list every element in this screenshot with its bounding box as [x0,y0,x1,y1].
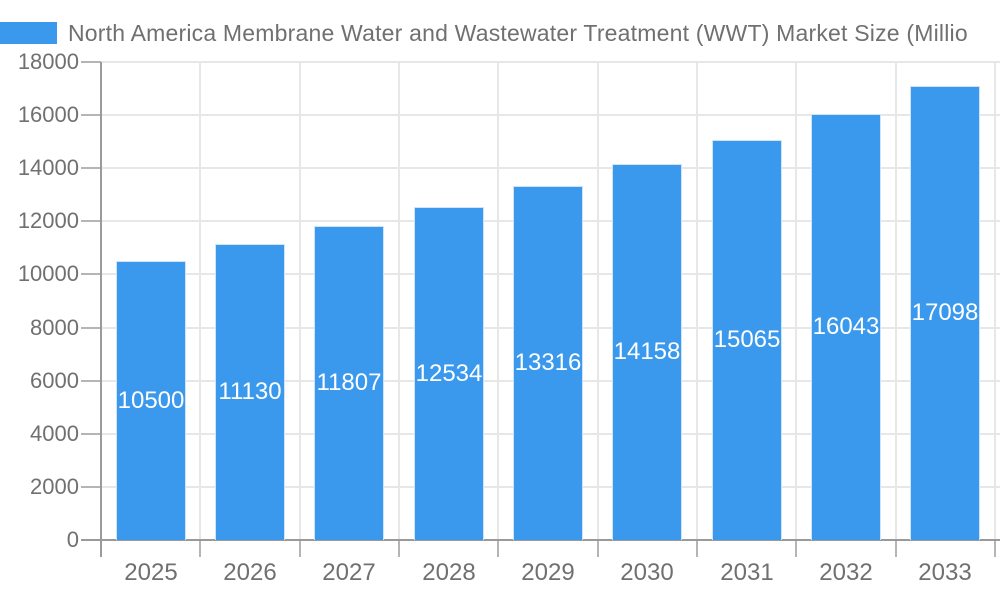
bar[interactable] [215,244,285,540]
bar-value-label: 15065 [713,326,781,353]
y-tick [81,167,101,169]
x-tick [299,540,301,557]
y-axis-tick-label: 2000 [30,474,79,499]
bar[interactable] [414,207,484,540]
bar[interactable] [314,226,384,540]
legend-swatch[interactable] [0,22,57,44]
x-gridline [795,62,797,540]
x-axis-tick-label: 2026 [223,559,277,586]
x-tick [199,540,201,557]
x-axis-tick-label: 2033 [918,559,972,586]
x-axis-tick-label: 2025 [124,559,178,586]
bar-value-label: 16043 [812,313,880,340]
x-gridline [497,62,499,540]
y-axis-tick-label: 18000 [17,49,79,74]
y-tick [81,220,101,222]
y-axis-tick-label: 8000 [30,315,79,340]
bar-value-label: 11130 [218,378,282,405]
y-gridline [101,167,1000,169]
y-tick [81,273,101,275]
x-tick [696,540,698,557]
bar[interactable] [612,164,682,540]
y-gridline [101,61,1000,63]
bar-value-label: 14158 [613,338,681,365]
bar[interactable] [811,114,881,540]
x-tick [398,540,400,557]
y-tick [81,327,101,329]
x-gridline [597,62,599,540]
chart-title: North America Membrane Water and Wastewa… [68,20,968,46]
y-tick [81,433,101,435]
x-tick [895,540,897,557]
x-gridline [994,62,996,540]
x-tick [597,540,599,557]
y-tick [81,486,101,488]
bar[interactable] [910,86,980,540]
bar[interactable] [513,186,583,540]
x-gridline [299,62,301,540]
y-tick [81,61,101,63]
bar-value-label: 11807 [316,369,382,396]
x-tick [497,540,499,557]
x-axis-tick-label: 2028 [422,559,476,586]
y-axis-line [100,62,102,557]
y-axis-tick-label: 4000 [30,421,79,446]
y-axis-tick-label: 16000 [17,102,79,127]
y-axis-tick-label: 14000 [17,155,79,180]
y-axis-tick-label: 10000 [17,261,79,286]
x-axis-tick-label: 2032 [819,559,873,586]
x-tick [795,540,797,557]
x-axis-tick-label: 2027 [322,559,376,586]
x-tick [994,540,996,557]
y-gridline [101,114,1000,116]
y-axis-tick-label: 0 [66,527,79,552]
bar-value-label: 12534 [415,360,483,387]
x-gridline [895,62,897,540]
x-axis-tick-label: 2031 [720,559,774,586]
bar-value-label: 10500 [117,387,185,414]
y-axis-tick-label: 6000 [30,368,79,393]
bar[interactable] [116,261,186,540]
x-axis-tick-label: 2030 [620,559,674,586]
x-gridline [398,62,400,540]
x-axis-tick-label: 2029 [521,559,575,586]
bar[interactable] [712,140,782,540]
y-tick [81,380,101,382]
x-axis-line [81,539,1000,541]
bar-value-label: 17098 [911,299,979,326]
y-tick [81,114,101,116]
x-gridline [696,62,698,540]
y-axis-tick-label: 12000 [17,208,79,233]
bar-value-label: 13316 [514,349,582,376]
x-gridline [199,62,201,540]
